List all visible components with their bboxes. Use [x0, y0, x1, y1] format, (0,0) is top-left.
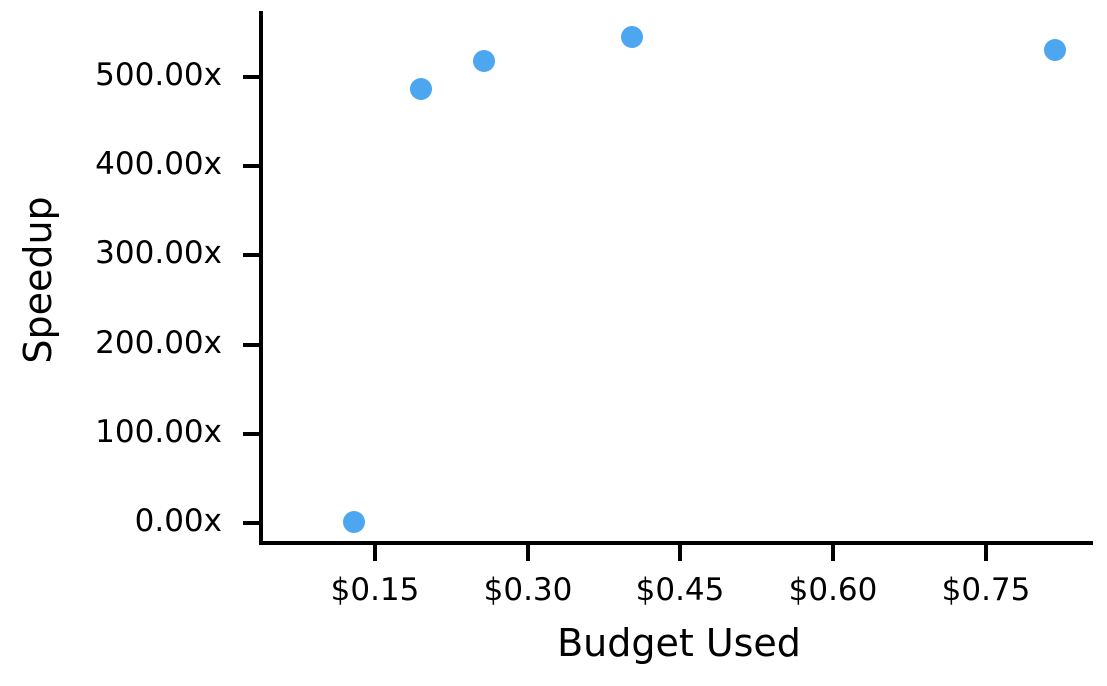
x-axis-ticklabel-060: $0.60	[788, 572, 878, 608]
y-axis-spine	[259, 11, 263, 545]
data-point-0	[342, 510, 365, 533]
x-axis-tick-045	[678, 544, 682, 561]
y-axis-ticklabel-200: 200.00x	[95, 325, 222, 361]
y-axis-ticklabel-100: 100.00x	[95, 414, 222, 450]
y-axis-tick-0	[243, 521, 260, 525]
x-axis-ticklabel-045: $0.45	[635, 572, 725, 608]
x-axis-tick-060	[831, 544, 835, 561]
y-axis-tick-400	[243, 164, 260, 168]
y-axis-title: Speedup	[16, 196, 60, 364]
data-point-4	[1044, 38, 1067, 61]
y-axis-tick-500	[243, 75, 260, 79]
x-axis-tick-030	[526, 544, 530, 561]
data-point-3	[620, 26, 643, 49]
y-axis-ticklabel-500: 500.00x	[95, 57, 222, 93]
y-axis-ticklabel-400: 400.00x	[95, 146, 222, 182]
y-axis-tick-200	[243, 343, 260, 347]
data-point-1	[409, 78, 432, 101]
y-axis-ticklabel-0: 0.00x	[134, 503, 222, 539]
y-axis-tick-100	[243, 432, 260, 436]
x-axis-ticklabel-015: $0.15	[330, 572, 420, 608]
x-axis-ticklabel-075: $0.75	[941, 572, 1031, 608]
y-axis-ticklabel-300: 300.00x	[95, 235, 222, 271]
y-axis-tick-300	[243, 253, 260, 257]
x-axis-tick-075	[984, 544, 988, 561]
x-axis-tick-015	[373, 544, 377, 561]
x-axis-spine	[259, 541, 1093, 545]
data-point-2	[472, 49, 495, 72]
x-axis-ticklabel-030: $0.30	[483, 572, 573, 608]
x-axis-title: Budget Used	[557, 621, 801, 665]
